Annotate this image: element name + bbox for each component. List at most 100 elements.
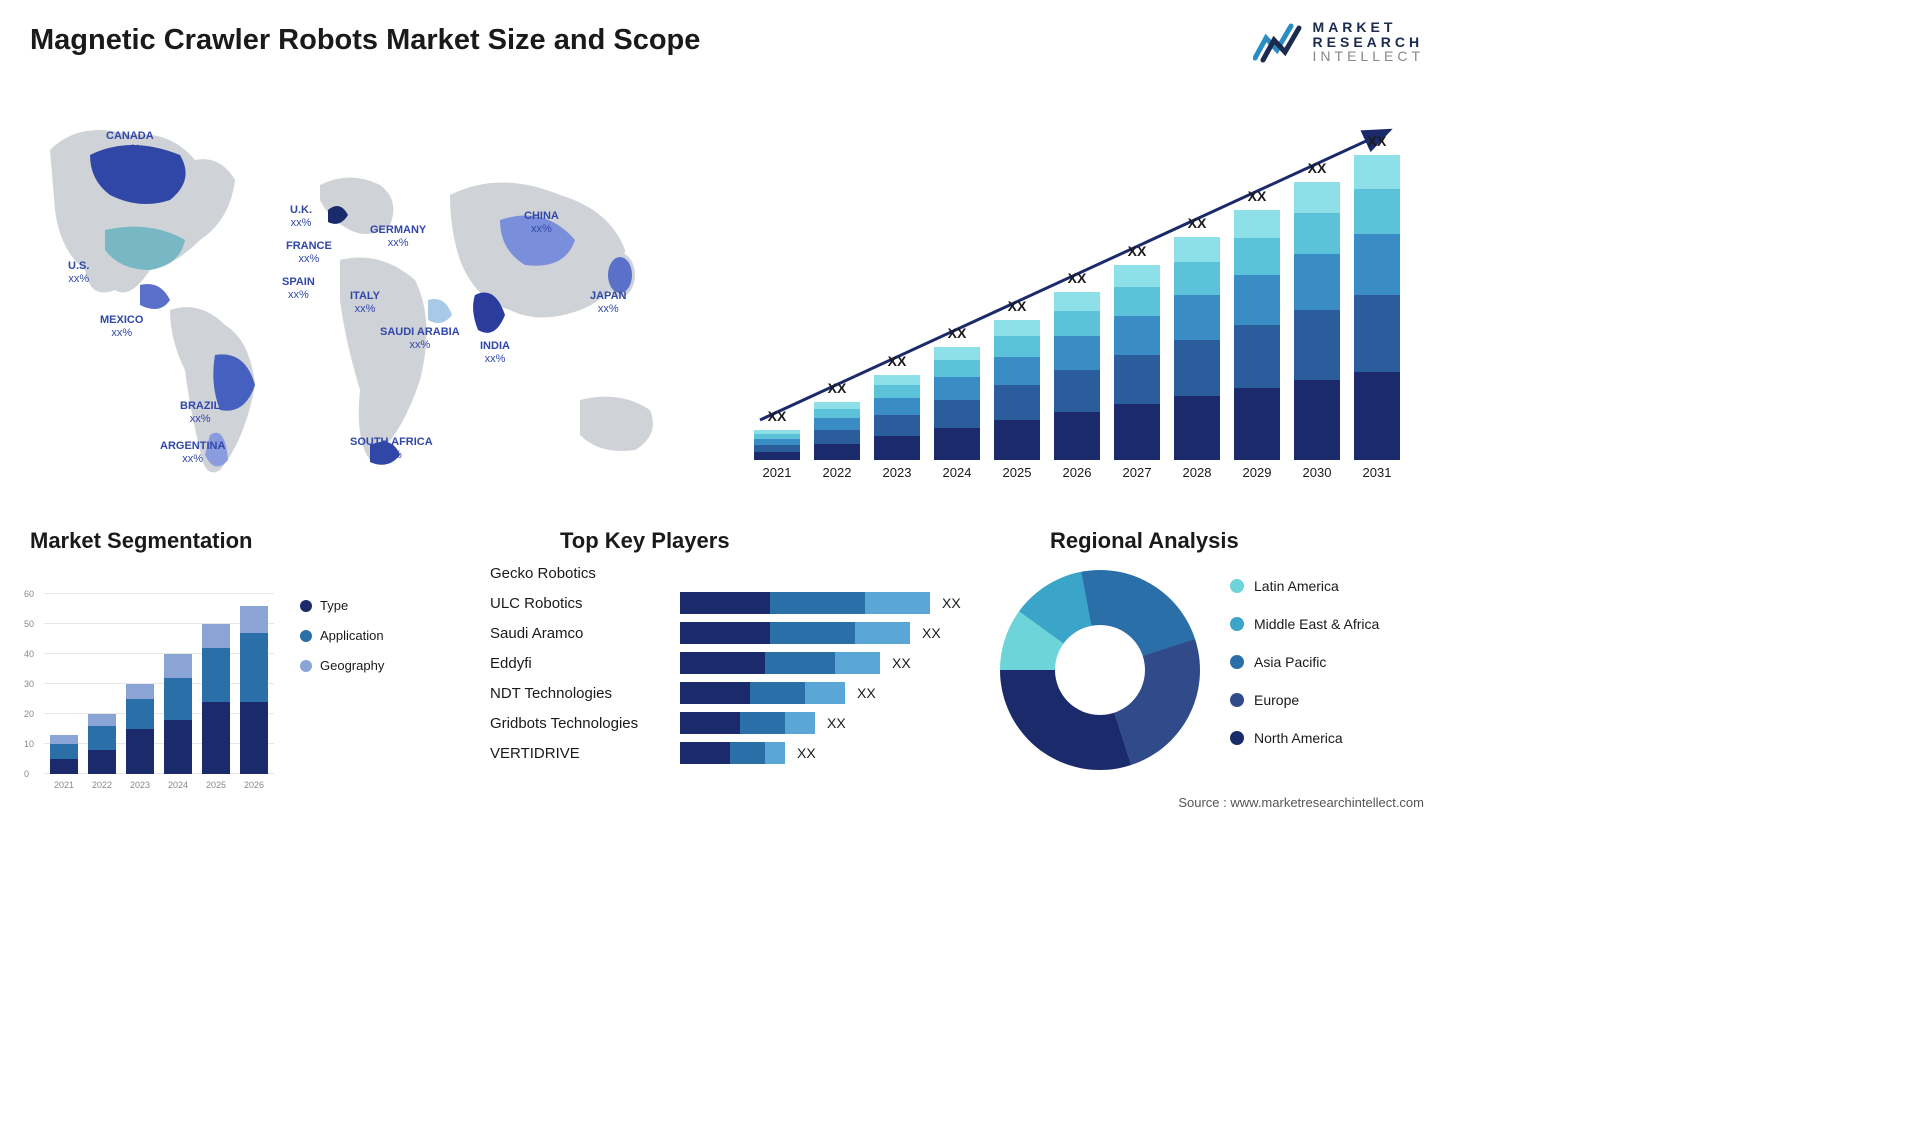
- regional-legend-item: Latin America: [1230, 578, 1339, 594]
- key-player-row: Saudi AramcoXX: [490, 620, 941, 646]
- seg-bar: [50, 735, 78, 774]
- key-player-bar: [680, 742, 785, 764]
- key-player-name: Eddyfi: [490, 655, 680, 672]
- map-label: ITALYxx%: [350, 290, 380, 316]
- key-players-title: Top Key Players: [560, 528, 730, 554]
- growth-bar-value: XX: [934, 325, 980, 341]
- map-label: U.K.xx%: [290, 204, 312, 230]
- growth-bar: XX: [754, 430, 800, 460]
- growth-x-label: 2030: [1294, 465, 1340, 480]
- map-label: ARGENTINAxx%: [160, 440, 225, 466]
- growth-x-label: 2022: [814, 465, 860, 480]
- growth-bar: XX: [1174, 237, 1220, 460]
- map-label: SOUTH AFRICAxx%: [350, 436, 433, 462]
- seg-y-tick: 60: [24, 589, 34, 599]
- seg-x-label: 2024: [164, 780, 192, 790]
- seg-y-tick: 0: [24, 769, 29, 779]
- seg-x-label: 2021: [50, 780, 78, 790]
- key-player-row: Gridbots Technologies XX: [490, 710, 846, 736]
- growth-bar: XX: [934, 347, 980, 460]
- page-title: Magnetic Crawler Robots Market Size and …: [30, 24, 700, 57]
- growth-x-label: 2026: [1054, 465, 1100, 480]
- regional-legend-item: Asia Pacific: [1230, 654, 1326, 670]
- growth-x-label: 2031: [1354, 465, 1400, 480]
- logo-text-3: INTELLECT: [1313, 49, 1424, 64]
- growth-bar-value: XX: [1294, 160, 1340, 176]
- growth-x-label: 2027: [1114, 465, 1160, 480]
- seg-x-label: 2023: [126, 780, 154, 790]
- growth-bar: XX: [1114, 265, 1160, 460]
- map-label: GERMANYxx%: [370, 224, 426, 250]
- key-player-name: Gridbots Technologies: [490, 715, 680, 732]
- logo-text-2: RESEARCH: [1313, 35, 1424, 50]
- key-player-bar: [680, 712, 815, 734]
- key-player-row: VERTIDRIVE XX: [490, 740, 816, 766]
- seg-y-tick: 20: [24, 709, 34, 719]
- brand-logo: MARKET RESEARCH INTELLECT: [1253, 20, 1424, 64]
- key-player-value: XX: [892, 655, 911, 671]
- map-label: SPAINxx%: [282, 276, 315, 302]
- source-text: Source : www.marketresearchintellect.com: [1178, 795, 1424, 810]
- map-label: MEXICOxx%: [100, 314, 143, 340]
- growth-x-label: 2023: [874, 465, 920, 480]
- logo-text-1: MARKET: [1313, 20, 1424, 35]
- segmentation-chart: 0102030405060 202120222023202420252026 T…: [20, 560, 420, 790]
- seg-y-tick: 40: [24, 649, 34, 659]
- growth-bar-value: XX: [1234, 188, 1280, 204]
- key-player-value: XX: [942, 595, 961, 611]
- seg-x-label: 2025: [202, 780, 230, 790]
- map-label: INDIAxx%: [480, 340, 510, 366]
- seg-legend-item: Geography: [300, 658, 384, 673]
- seg-legend-item: Type: [300, 598, 348, 613]
- seg-bar: [88, 714, 116, 774]
- growth-bar-value: XX: [1174, 215, 1220, 231]
- regional-legend-item: North America: [1230, 730, 1343, 746]
- key-player-bar: [680, 682, 845, 704]
- key-player-bar: [680, 652, 880, 674]
- map-label: SAUDI ARABIAxx%: [380, 326, 460, 352]
- key-player-name: NDT Technologies: [490, 685, 680, 702]
- key-player-value: XX: [797, 745, 816, 761]
- seg-y-tick: 10: [24, 739, 34, 749]
- seg-y-tick: 30: [24, 679, 34, 689]
- growth-x-label: 2025: [994, 465, 1040, 480]
- key-player-name: VERTIDRIVE: [490, 745, 680, 762]
- world-map: CANADAxx%U.S.xx%MEXICOxx%BRAZILxx%ARGENT…: [20, 100, 700, 500]
- seg-legend-item: Application: [300, 628, 384, 643]
- map-label: JAPANxx%: [590, 290, 626, 316]
- growth-bar: XX: [1354, 155, 1400, 460]
- key-player-name: Saudi Aramco: [490, 625, 680, 642]
- growth-bar: XX: [814, 402, 860, 460]
- growth-bar-value: XX: [1354, 133, 1400, 149]
- growth-bar-value: XX: [754, 408, 800, 424]
- regional-title: Regional Analysis: [1050, 528, 1239, 554]
- regional-legend-item: Europe: [1230, 692, 1299, 708]
- seg-x-label: 2026: [240, 780, 268, 790]
- seg-bar: [164, 654, 192, 774]
- seg-bar: [202, 624, 230, 774]
- growth-bar: XX: [1234, 210, 1280, 460]
- key-player-row: NDT TechnologiesXX: [490, 680, 876, 706]
- growth-bar-value: XX: [994, 298, 1040, 314]
- growth-bar: XX: [874, 375, 920, 460]
- seg-y-tick: 50: [24, 619, 34, 629]
- seg-bar: [126, 684, 154, 774]
- regional-chart: Latin AmericaMiddle East & AfricaAsia Pa…: [1000, 560, 1440, 790]
- key-player-row: ULC RoboticsXX: [490, 590, 961, 616]
- map-label: CHINAxx%: [524, 210, 559, 236]
- seg-bar: [240, 606, 268, 774]
- key-player-row: Eddyfi XX: [490, 650, 911, 676]
- growth-chart: XX2021XX2022XX2023XX2024XX2025XX2026XX20…: [740, 100, 1420, 480]
- map-label: U.S.xx%: [68, 260, 89, 286]
- regional-donut: [1000, 570, 1200, 770]
- growth-x-label: 2028: [1174, 465, 1220, 480]
- map-label: BRAZILxx%: [180, 400, 220, 426]
- growth-bar-value: XX: [1114, 243, 1160, 259]
- key-player-value: XX: [827, 715, 846, 731]
- key-player-name: Gecko Robotics: [490, 565, 680, 582]
- key-players-chart: Gecko Robotics ULC RoboticsXX Saudi Aramco…: [490, 560, 960, 790]
- map-label: FRANCExx%: [286, 240, 332, 266]
- logo-mark-icon: [1253, 20, 1305, 64]
- growth-bar: XX: [1294, 182, 1340, 460]
- growth-bar: XX: [994, 320, 1040, 460]
